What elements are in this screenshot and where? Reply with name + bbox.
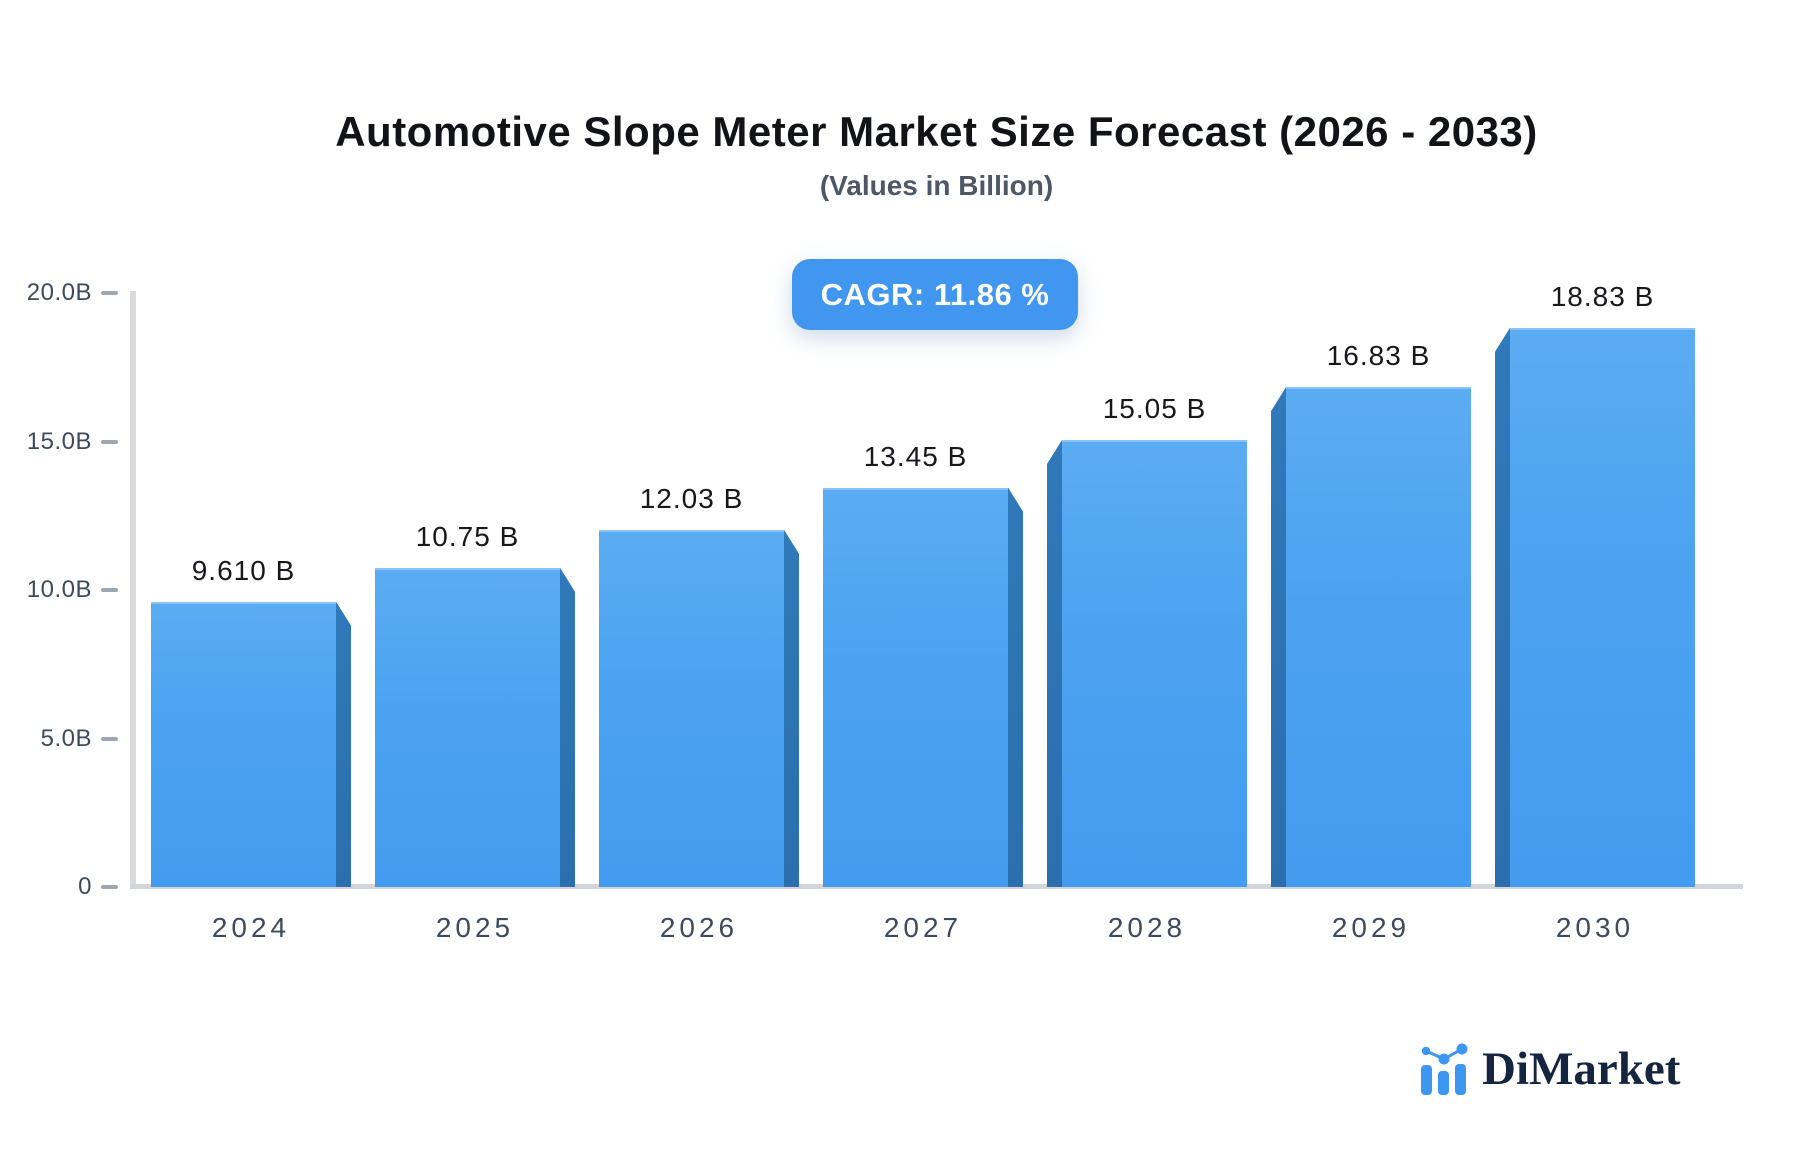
bar-chart-logo-icon	[1421, 1043, 1468, 1095]
brand-name: DiMarket	[1482, 1043, 1681, 1095]
bar-face	[1510, 327, 1695, 887]
y-tick-label: 0	[78, 873, 92, 900]
bar-value-label: 12.03 B	[639, 482, 744, 514]
x-axis-category-label: 2028	[1107, 912, 1187, 943]
y-tick-dash	[101, 885, 118, 889]
bar-group	[823, 487, 1023, 887]
bar-group	[599, 529, 799, 887]
x-axis-category-label: 2027	[883, 912, 963, 943]
bar-side-shade	[1047, 440, 1062, 887]
bar-side-shade	[336, 601, 351, 887]
bar-value-label: 18.83 B	[1550, 280, 1655, 312]
x-axis-category-label: 2024	[211, 912, 291, 943]
y-tick-dash	[101, 291, 118, 295]
bar-face	[1062, 440, 1247, 887]
bar-side-shade	[1495, 327, 1510, 887]
bar-side-shade	[1271, 387, 1286, 887]
y-tick-dash	[101, 736, 118, 741]
cagr-badge: CAGR: 11.86 %	[792, 259, 1078, 330]
bar-face	[599, 529, 784, 887]
bar-value-label: 13.45 B	[863, 440, 968, 472]
bar-value-label: 15.05 B	[1102, 393, 1207, 424]
x-axis-category-label: 2029	[1331, 912, 1411, 943]
chart-title: Automotive Slope Meter Market Size Forec…	[335, 108, 1538, 155]
y-tick-label: 10.0B	[26, 576, 92, 603]
bar-value-label: 16.83 B	[1326, 340, 1431, 372]
x-axis-category-label: 2025	[435, 912, 515, 943]
y-tick-label: 15.0B	[26, 427, 92, 455]
x-axis-category-label: 2030	[1555, 912, 1635, 943]
y-tick-label: 5.0B	[40, 724, 92, 752]
bar-face	[1286, 387, 1471, 887]
y-axis-line	[130, 291, 136, 887]
bar-group	[1271, 387, 1471, 887]
bar-face	[151, 601, 336, 887]
bar-face	[375, 567, 560, 887]
brand-logo: DiMarket	[1416, 1034, 1680, 1104]
y-tick-dash	[101, 439, 118, 444]
bar-group	[1495, 327, 1695, 887]
bar-value-label: 10.75 B	[415, 520, 520, 552]
bar-group	[375, 567, 575, 887]
bar-value-label: 9.610 B	[191, 554, 296, 586]
bar-group	[151, 601, 351, 887]
y-tick-dash	[101, 588, 118, 592]
bar-side-shade	[1008, 487, 1023, 887]
cagr-badge-label: CAGR: 11.86 %	[820, 276, 1050, 312]
y-tick-label: 20.0B	[26, 279, 92, 306]
bar-group	[1047, 440, 1247, 887]
chart-subtitle: (Values in Billion)	[819, 170, 1054, 201]
bar-side-shade	[560, 567, 575, 887]
bar-side-shade	[784, 529, 799, 887]
bar-face	[823, 487, 1008, 887]
x-axis-category-label: 2026	[659, 912, 739, 943]
